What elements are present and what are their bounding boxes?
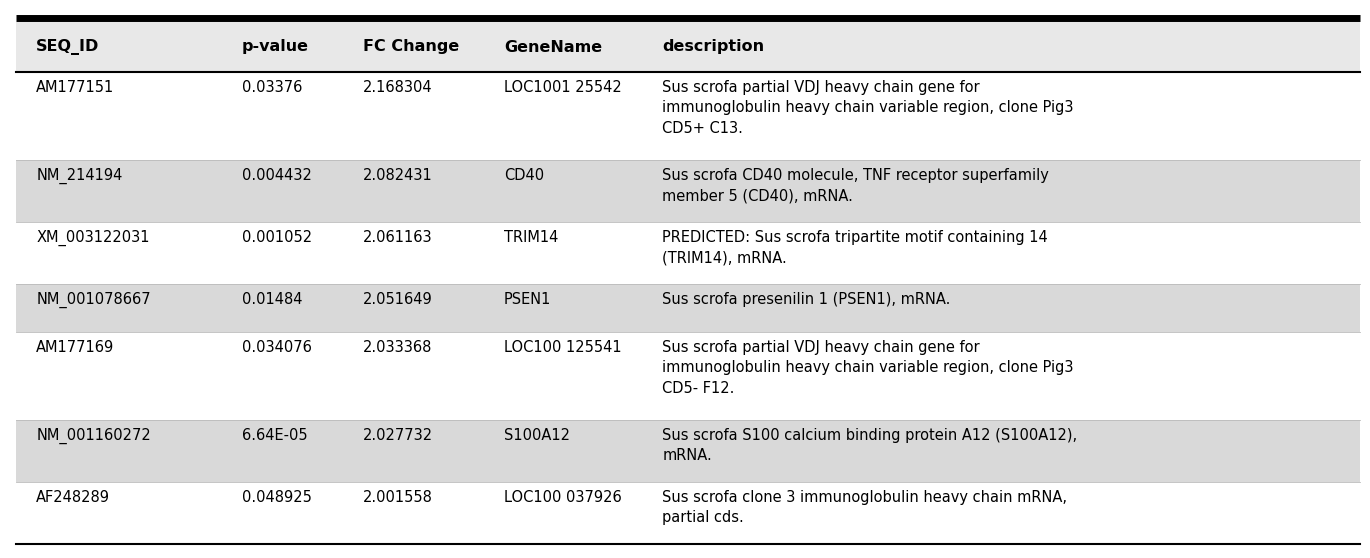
- Text: Sus scrofa presenilin 1 (PSEN1), mRNA.: Sus scrofa presenilin 1 (PSEN1), mRNA.: [663, 292, 951, 307]
- Text: 0.01484: 0.01484: [241, 292, 303, 307]
- Text: 2.027732: 2.027732: [363, 428, 433, 443]
- Bar: [16, 420, 1360, 482]
- Text: LOC100 037926: LOC100 037926: [504, 490, 622, 505]
- Text: p-value: p-value: [241, 40, 308, 55]
- Text: Sus scrofa S100 calcium binding protein A12 (S100A12),
mRNA.: Sus scrofa S100 calcium binding protein …: [663, 428, 1078, 463]
- Text: 2.001558: 2.001558: [363, 490, 433, 505]
- Text: 2.082431: 2.082431: [363, 168, 433, 183]
- Bar: [16, 284, 1360, 332]
- Text: PREDICTED: Sus scrofa tripartite motif containing 14
(TRIM14), mRNA.: PREDICTED: Sus scrofa tripartite motif c…: [663, 230, 1048, 266]
- Text: 2.033368: 2.033368: [363, 340, 432, 355]
- Text: NM_214194: NM_214194: [36, 168, 122, 184]
- Text: 2.051649: 2.051649: [363, 292, 433, 307]
- Text: description: description: [663, 40, 764, 55]
- Text: XM_003122031: XM_003122031: [36, 230, 149, 246]
- Text: PSEN1: PSEN1: [504, 292, 551, 307]
- Text: NM_001078667: NM_001078667: [36, 292, 151, 308]
- Bar: [16, 22, 1360, 72]
- Text: Sus scrofa partial VDJ heavy chain gene for
immunoglobulin heavy chain variable : Sus scrofa partial VDJ heavy chain gene …: [663, 80, 1074, 136]
- Text: NM_001160272: NM_001160272: [36, 428, 151, 444]
- Text: Sus scrofa partial VDJ heavy chain gene for
immunoglobulin heavy chain variable : Sus scrofa partial VDJ heavy chain gene …: [663, 340, 1074, 396]
- Text: 0.004432: 0.004432: [241, 168, 311, 183]
- Bar: [16, 332, 1360, 420]
- Text: 6.64E-05: 6.64E-05: [241, 428, 307, 443]
- Text: 2.168304: 2.168304: [363, 80, 433, 95]
- Text: 2.061163: 2.061163: [363, 230, 433, 245]
- Text: LOC100 125541: LOC100 125541: [504, 340, 622, 355]
- Text: LOC1001 25542: LOC1001 25542: [504, 80, 622, 95]
- Text: 0.03376: 0.03376: [241, 80, 303, 95]
- Text: S100A12: S100A12: [504, 428, 570, 443]
- Text: FC Change: FC Change: [363, 40, 459, 55]
- Bar: [16, 160, 1360, 222]
- Text: 0.001052: 0.001052: [241, 230, 312, 245]
- Text: 0.048925: 0.048925: [241, 490, 311, 505]
- Bar: [16, 222, 1360, 284]
- Bar: [16, 72, 1360, 160]
- Text: TRIM14: TRIM14: [504, 230, 558, 245]
- Text: AF248289: AF248289: [36, 490, 110, 505]
- Text: AM177151: AM177151: [36, 80, 114, 95]
- Text: Sus scrofa clone 3 immunoglobulin heavy chain mRNA,
partial cds.: Sus scrofa clone 3 immunoglobulin heavy …: [663, 490, 1067, 526]
- Text: AM177169: AM177169: [36, 340, 114, 355]
- Text: CD40: CD40: [504, 168, 544, 183]
- Text: 0.034076: 0.034076: [241, 340, 311, 355]
- Text: SEQ_ID: SEQ_ID: [36, 39, 100, 55]
- Bar: [16, 482, 1360, 544]
- Text: Sus scrofa CD40 molecule, TNF receptor superfamily
member 5 (CD40), mRNA.: Sus scrofa CD40 molecule, TNF receptor s…: [663, 168, 1049, 204]
- Text: GeneName: GeneName: [504, 40, 601, 55]
